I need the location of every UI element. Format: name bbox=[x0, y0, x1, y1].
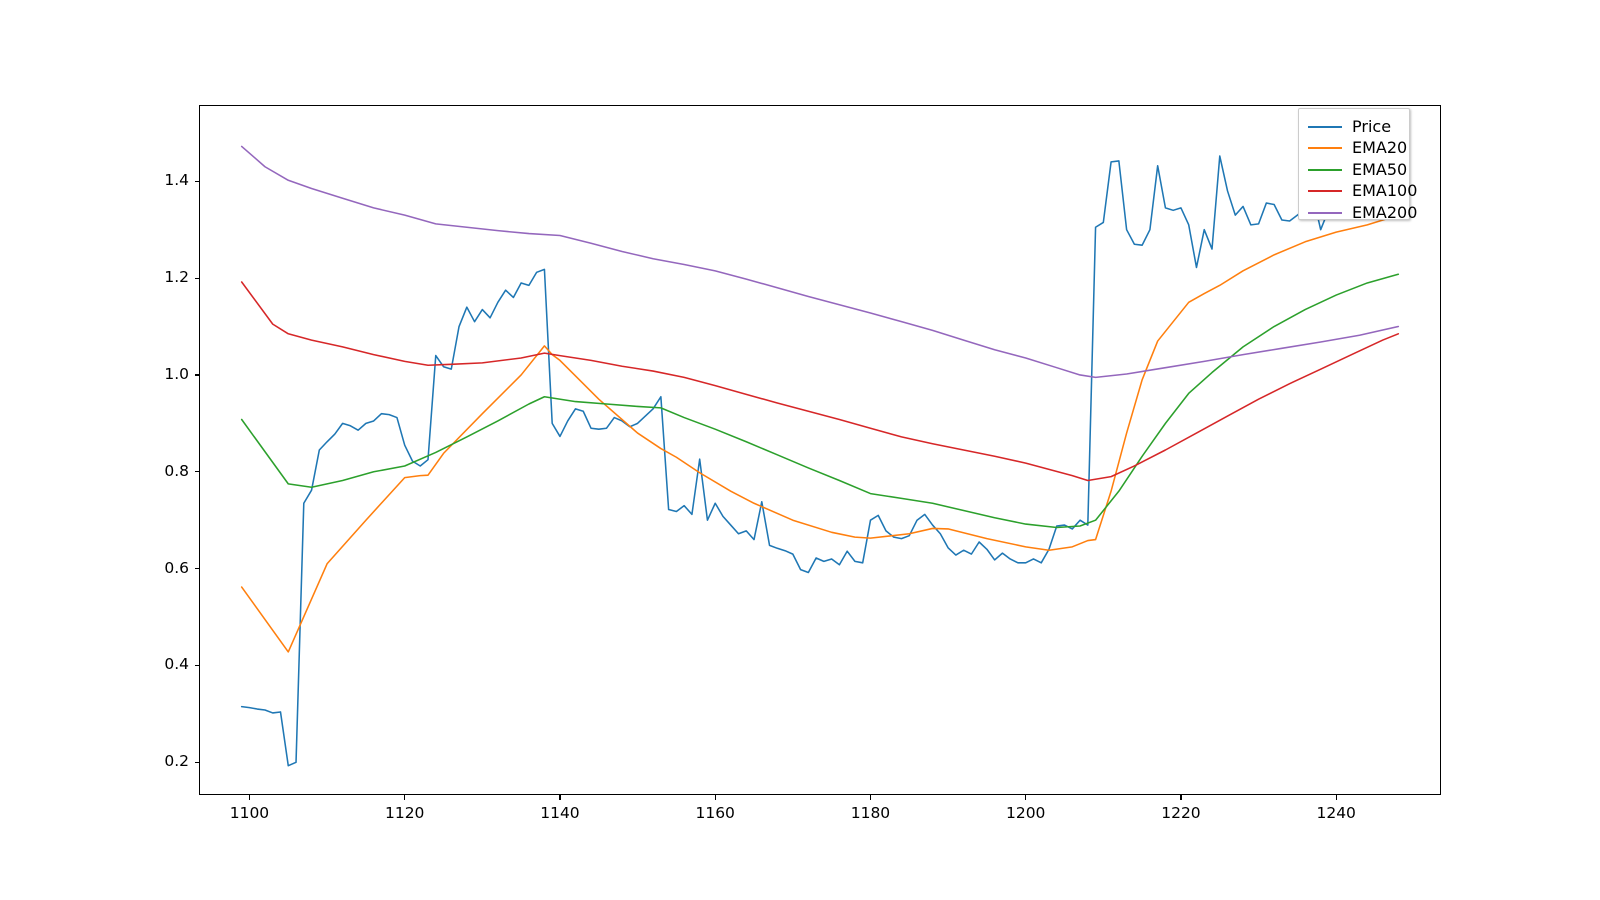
legend-item-ema200[interactable]: EMA200 bbox=[1308, 202, 1417, 224]
x-tick-mark bbox=[714, 795, 716, 800]
x-tick-label: 1180 bbox=[850, 804, 891, 822]
legend-swatch-ema100 bbox=[1308, 190, 1342, 193]
y-tick-label: 0.8 bbox=[164, 461, 189, 480]
series-line-ema20 bbox=[240, 214, 1400, 653]
y-tick-label: 0.4 bbox=[164, 655, 189, 674]
series-line-price bbox=[240, 155, 1337, 767]
legend-label-ema50: EMA50 bbox=[1352, 159, 1408, 179]
legend-item-ema100[interactable]: EMA100 bbox=[1308, 181, 1417, 203]
y-tick-label: 1.4 bbox=[164, 171, 189, 190]
legend-item-ema20[interactable]: EMA20 bbox=[1308, 138, 1407, 160]
legend-label-ema100: EMA100 bbox=[1352, 181, 1418, 201]
y-tick-mark bbox=[194, 471, 199, 473]
axis-spine-bottom bbox=[199, 793, 1441, 795]
axis-spine-left bbox=[199, 105, 201, 795]
series-line-ema100 bbox=[240, 281, 1400, 482]
x-tick-mark bbox=[404, 795, 406, 800]
x-tick-label: 1200 bbox=[1005, 804, 1046, 822]
x-tick-mark bbox=[559, 795, 561, 800]
legend-swatch-ema50 bbox=[1308, 168, 1342, 171]
x-tick-mark bbox=[248, 795, 251, 800]
y-tick-mark bbox=[194, 180, 199, 182]
legend-item-price[interactable]: Price bbox=[1308, 116, 1398, 138]
legend-swatch-ema20 bbox=[1308, 147, 1342, 150]
x-tick-mark bbox=[1335, 795, 1337, 800]
y-tick-mark bbox=[194, 568, 199, 570]
y-tick-label: 0.2 bbox=[164, 752, 189, 771]
chart-legend[interactable]: Price EMA20 EMA50 EMA100 EMA200 bbox=[1298, 108, 1417, 220]
x-tick-mark bbox=[869, 795, 872, 800]
y-tick-mark bbox=[194, 374, 199, 376]
x-tick-label: 1240 bbox=[1316, 804, 1356, 822]
x-tick-mark bbox=[1025, 795, 1027, 800]
x-tick-mark bbox=[1180, 795, 1182, 800]
x-tick-label: 1220 bbox=[1161, 804, 1201, 822]
x-tick-label: 1100 bbox=[229, 804, 270, 822]
legend-item-ema50[interactable]: EMA50 bbox=[1308, 159, 1407, 181]
legend-label-ema200: EMA200 bbox=[1352, 202, 1418, 222]
axis-spine-right bbox=[1439, 105, 1441, 795]
legend-swatch-price bbox=[1308, 125, 1342, 128]
x-tick-label: 1120 bbox=[384, 804, 425, 822]
legend-label-price: Price bbox=[1352, 116, 1392, 136]
legend-swatch-ema200 bbox=[1308, 211, 1342, 214]
y-tick-label: 1.2 bbox=[164, 268, 189, 287]
x-tick-label: 1160 bbox=[695, 804, 735, 822]
x-tick-label: 1140 bbox=[540, 804, 580, 822]
y-tick-mark bbox=[194, 664, 199, 667]
y-tick-mark bbox=[194, 277, 199, 279]
series-line-ema200 bbox=[240, 145, 1400, 379]
legend-label-ema20: EMA20 bbox=[1352, 138, 1408, 158]
plot-area bbox=[199, 105, 1441, 795]
y-tick-mark bbox=[194, 761, 199, 763]
axis-spine-top bbox=[199, 105, 1441, 107]
y-tick-label: 0.6 bbox=[164, 558, 189, 577]
y-tick-label: 1.0 bbox=[164, 364, 189, 383]
series-line-ema50 bbox=[240, 273, 1400, 529]
